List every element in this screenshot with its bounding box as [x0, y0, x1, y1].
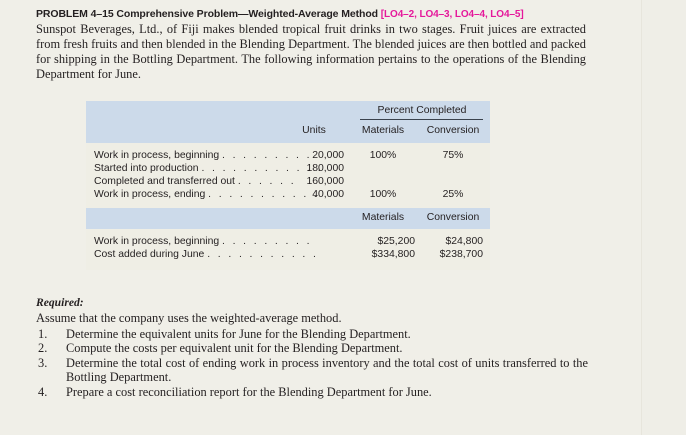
- required-item-number: 1.: [38, 326, 48, 341]
- percent-completed-group-header: Percent Completed: [377, 105, 467, 116]
- row-label: Work in process, beginning . . . . . . .…: [94, 236, 312, 247]
- required-item: 3. Determine the total cost of ending wo…: [36, 356, 588, 385]
- row-leader-dots: . . . . . . . . . . .: [208, 189, 320, 200]
- exhibit-header-band-units: Percent Completed Units Materials Conver…: [86, 101, 490, 143]
- learning-objective-tags: [LO4–2, LO4–3, LO4–4, LO4–5]: [380, 9, 524, 20]
- required-item-text: Determine the total cost of ending work …: [66, 355, 588, 385]
- cell-units: 180,000: [306, 163, 344, 174]
- row-label: Work in process, ending . . . . . . . . …: [94, 189, 320, 200]
- required-item-number: 4.: [38, 384, 48, 399]
- cost-column-header-conversion: Conversion: [426, 212, 480, 223]
- cost-rows: Work in process, beginning . . . . . . .…: [86, 229, 490, 270]
- table-row: Started into production . . . . . . . . …: [86, 162, 490, 175]
- cell-units: 40,000: [312, 189, 344, 200]
- required-intro: Assume that the company uses the weighte…: [36, 311, 342, 325]
- problem-heading-text: PROBLEM 4–15 Comprehensive Problem—Weigh…: [36, 8, 378, 20]
- column-header-units: Units: [302, 125, 326, 136]
- percent-completed-rule: [360, 119, 483, 120]
- cell-conversion: 75%: [442, 150, 464, 161]
- exhibit-table: Percent Completed Units Materials Conver…: [86, 101, 490, 270]
- cell-units: 160,000: [306, 176, 344, 187]
- row-label: Cost added during June . . . . . . . . .…: [94, 249, 319, 260]
- required-item-number: 3.: [38, 355, 48, 370]
- cell-materials-cost: $25,200: [377, 236, 415, 247]
- exhibit-header-band-costs: Materials Conversion: [86, 208, 490, 229]
- cell-materials: 100%: [369, 150, 397, 161]
- table-row: Completed and transferred out . . . . . …: [86, 175, 490, 188]
- units-rows: Work in process, beginning . . . . . . .…: [86, 143, 490, 208]
- required-item-text: Determine the equivalent units for June …: [66, 326, 411, 341]
- required-title: Required:: [36, 296, 84, 309]
- row-leader-dots: . . . . . .: [237, 176, 296, 187]
- page-fold-line: [641, 0, 642, 435]
- cell-units: 20,000: [312, 150, 344, 161]
- required-item-text: Prepare a cost reconciliation report for…: [66, 384, 432, 399]
- row-leader-dots: . . . . . . . . .: [222, 150, 312, 161]
- table-row: Work in process, beginning . . . . . . .…: [86, 149, 490, 162]
- required-section: Required: Assume that the company uses t…: [36, 296, 588, 400]
- required-item: 4. Prepare a cost reconciliation report …: [36, 385, 588, 400]
- row-label: Started into production . . . . . . . . …: [94, 163, 324, 174]
- row-leader-dots: . . . . . . . . .: [222, 236, 312, 247]
- table-row: Work in process, ending . . . . . . . . …: [86, 188, 490, 201]
- required-item: 1. Determine the equivalent units for Ju…: [36, 327, 588, 342]
- table-row: Cost added during June . . . . . . . . .…: [86, 248, 490, 261]
- column-header-conversion: Conversion: [426, 125, 480, 136]
- column-header-materials: Materials: [361, 125, 405, 136]
- cell-conversion-cost: $238,700: [439, 249, 483, 260]
- table-row: Work in process, beginning . . . . . . .…: [86, 235, 490, 248]
- required-item-text: Compute the costs per equivalent unit fo…: [66, 341, 403, 356]
- problem-block: PROBLEM 4–15 Comprehensive Problem—Weigh…: [36, 8, 586, 82]
- problem-paragraph: Sunspot Beverages, Ltd., of Fiji makes b…: [36, 22, 586, 81]
- cell-conversion: 25%: [442, 189, 464, 200]
- problem-heading: PROBLEM 4–15 Comprehensive Problem—Weigh…: [36, 8, 586, 21]
- page-right-margin: [642, 0, 686, 435]
- cost-column-header-materials: Materials: [361, 212, 405, 223]
- row-leader-dots: . . . . . . . . . . . .: [201, 163, 324, 174]
- row-label: Work in process, beginning . . . . . . .…: [94, 150, 312, 161]
- required-item-number: 2.: [38, 341, 48, 356]
- required-item: 2. Compute the costs per equivalent unit…: [36, 341, 588, 356]
- cell-conversion-cost: $24,800: [445, 236, 483, 247]
- row-label: Completed and transferred out . . . . . …: [94, 176, 296, 187]
- cell-materials: 100%: [369, 189, 397, 200]
- cell-materials-cost: $334,800: [371, 249, 415, 260]
- row-leader-dots: . . . . . . . . . . .: [207, 249, 319, 260]
